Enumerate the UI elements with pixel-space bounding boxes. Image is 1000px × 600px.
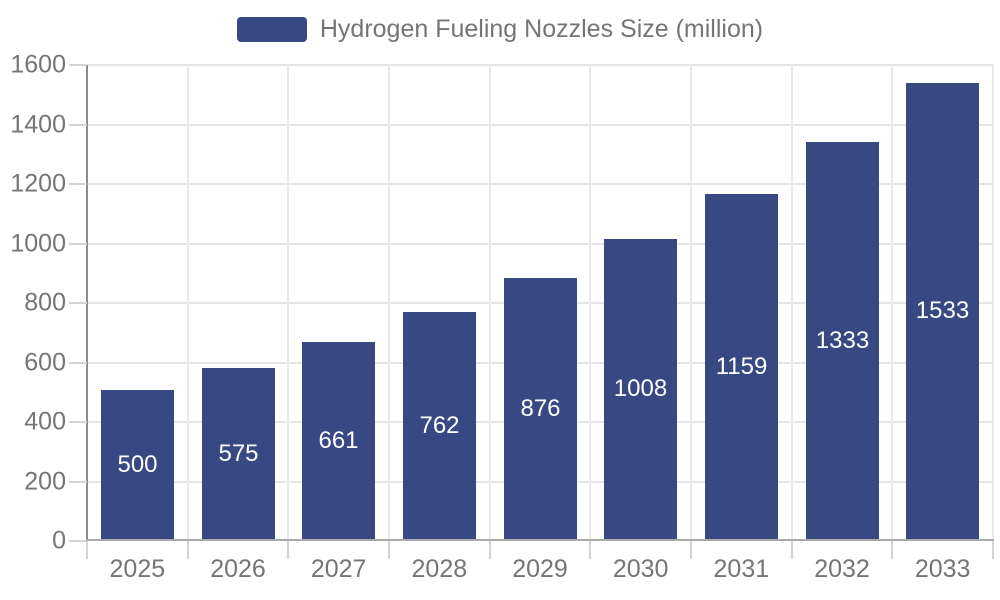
x-tick-label: 2027 — [310, 555, 367, 583]
y-tick-mark — [69, 242, 87, 245]
x-tick-label: 2025 — [109, 555, 166, 583]
y-tick-label: 1000 — [10, 229, 66, 257]
y-axis-line — [86, 65, 88, 559]
y-tick-label: 400 — [24, 407, 66, 436]
vertical-gridline — [287, 65, 290, 541]
bar-value-label: 1008 — [613, 375, 668, 402]
y-tick-label: 600 — [24, 348, 66, 376]
bar-2028[interactable]: 762 — [403, 312, 476, 539]
bar-value-label: 1159 — [715, 352, 768, 380]
bar-value-label: 1533 — [915, 297, 970, 324]
y-tick-mark — [69, 64, 87, 66]
horizontal-gridline — [87, 183, 993, 185]
x-tick-mark — [86, 541, 88, 559]
y-tick-label: 200 — [24, 467, 66, 495]
bar-2027[interactable]: 661 — [302, 342, 375, 539]
vertical-gridline — [388, 65, 390, 541]
x-tick-label: 2033 — [914, 555, 971, 583]
y-tick-label: 1600 — [10, 50, 66, 79]
x-tick-mark — [488, 541, 491, 559]
horizontal-gridline — [87, 242, 993, 245]
vertical-gridline — [186, 65, 189, 541]
legend-swatch — [236, 17, 307, 42]
y-tick-mark — [69, 361, 87, 364]
x-tick-mark — [690, 541, 692, 559]
bar-value-label: 575 — [218, 439, 259, 467]
plot-area: 500 575 661 762 876 1008 1159 1333 1533 — [86, 64, 994, 559]
vertical-gridline — [690, 65, 692, 541]
y-tick-label: 1200 — [10, 169, 66, 198]
vertical-gridline — [891, 65, 894, 541]
legend-label: Hydrogen Fueling Nozzles Size (million) — [319, 15, 764, 43]
bar-value-label: 500 — [117, 450, 158, 478]
x-tick-mark — [891, 541, 894, 559]
bar-value-label: 762 — [419, 411, 460, 439]
vertical-gridline — [488, 65, 491, 541]
legend-item[interactable]: Hydrogen Fueling Nozzles Size (million) — [0, 17, 1000, 42]
bar-2031[interactable]: 1159 — [705, 194, 778, 539]
x-tick-label: 2026 — [210, 555, 266, 583]
x-tick-label: 2030 — [612, 555, 669, 583]
bar-2030[interactable]: 1008 — [604, 239, 677, 539]
y-tick-mark — [69, 421, 87, 423]
x-tick-mark — [589, 541, 592, 559]
y-tick-mark — [69, 540, 87, 542]
x-tick-mark — [388, 541, 390, 559]
x-tick-mark — [992, 541, 994, 559]
bar-2032[interactable]: 1333 — [806, 142, 879, 539]
x-tick-mark — [287, 541, 290, 559]
bar-2029[interactable]: 876 — [504, 278, 577, 539]
y-tick-mark — [69, 302, 87, 304]
bar-2033[interactable]: 1533 — [906, 83, 979, 539]
y-tick-label: 0 — [52, 526, 66, 555]
x-axis-line — [86, 539, 994, 541]
bar-2026[interactable]: 575 — [202, 368, 275, 539]
x-tick-mark — [186, 541, 189, 559]
y-tick-mark — [69, 183, 87, 185]
horizontal-gridline — [87, 123, 993, 126]
vertical-gridline — [790, 65, 793, 541]
horizontal-gridline — [87, 64, 993, 66]
bar-value-label: 661 — [318, 426, 359, 454]
y-tick-label: 800 — [24, 288, 66, 317]
vertical-gridline — [589, 65, 592, 541]
x-tick-label: 2032 — [814, 555, 870, 583]
x-tick-label: 2031 — [713, 555, 770, 583]
y-tick-mark — [69, 480, 87, 483]
bar-value-label: 876 — [520, 394, 561, 422]
x-tick-label: 2029 — [512, 555, 568, 583]
y-tick-label: 1400 — [10, 110, 66, 138]
x-tick-mark — [790, 541, 793, 559]
vertical-gridline — [992, 65, 994, 541]
y-tick-mark — [69, 123, 87, 126]
bar-value-label: 1333 — [815, 326, 870, 354]
x-tick-label: 2028 — [411, 555, 468, 583]
bar-2025[interactable]: 500 — [101, 390, 174, 539]
